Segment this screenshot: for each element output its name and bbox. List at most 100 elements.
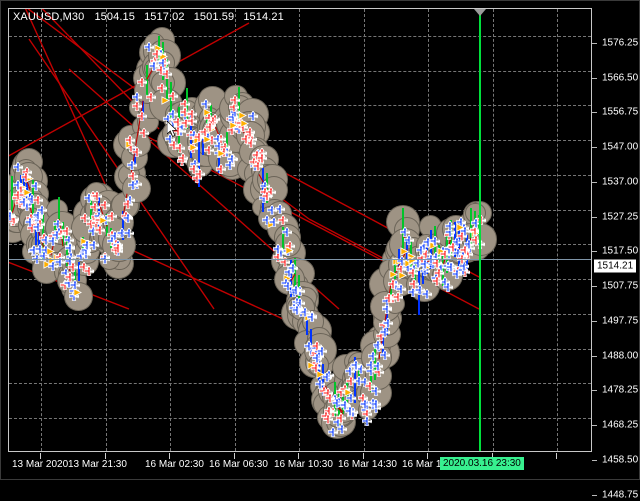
- sell-signal-icon: [215, 161, 227, 175]
- sell-signal-icon: [167, 88, 179, 102]
- buy-signal-icon: [122, 210, 134, 224]
- time-tick: [298, 453, 299, 459]
- buy-signal-icon: [429, 233, 441, 247]
- sell-signal-icon: [447, 239, 459, 253]
- indicator-stick: [398, 249, 400, 269]
- time-tick: [40, 453, 41, 459]
- price-tick: [592, 147, 597, 148]
- sell-signal-icon: [186, 106, 198, 120]
- sell-signal-icon: [124, 132, 137, 146]
- buy-signal-icon: [444, 218, 456, 232]
- neutral-signal-icon: [229, 117, 239, 130]
- buy-signal-icon: [306, 309, 318, 323]
- neutral-signal-icon: [389, 266, 398, 279]
- indicator-stick: [11, 176, 13, 225]
- price-tick: [592, 182, 597, 183]
- neutral-signal-icon: [203, 131, 212, 144]
- time-scale[interactable]: 13 Mar 2020 13 Mar 21:30 16 Mar 02:30 16 Ma…: [8, 453, 592, 477]
- sell-signal-icon: [156, 80, 168, 94]
- indicator-stick: [78, 262, 80, 282]
- time-tick: [492, 453, 493, 459]
- price-label: 1468.25: [602, 419, 639, 431]
- price-tick: [592, 460, 597, 461]
- chart-plot-area[interactable]: XAUUSD,M30 1504.15 1517.02 1501.59 1514.…: [9, 9, 591, 451]
- time-tick: [556, 453, 557, 459]
- sell-signal-icon: [229, 92, 241, 106]
- indicator-stick: [74, 270, 76, 286]
- buy-signal-icon: [290, 282, 302, 296]
- buy-signal-icon: [88, 237, 100, 251]
- neutral-signal-icon: [161, 92, 171, 106]
- current-time-marker-icon: [474, 9, 486, 16]
- symbol-header: XAUUSD,M30 1504.15 1517.02 1501.59 1514.…: [13, 11, 290, 23]
- buy-signal-icon: [268, 214, 280, 228]
- current-time-label: 2020.03.16 23:30: [440, 457, 524, 470]
- price-label: 1497.75: [602, 315, 639, 327]
- buy-signal-icon: [370, 383, 382, 397]
- indicator-stick: [238, 87, 240, 121]
- sell-signal-icon: [98, 197, 111, 211]
- buy-signal-icon: [9, 208, 16, 222]
- price-tick: [592, 286, 597, 287]
- buy-signal-icon: [123, 225, 135, 239]
- grid-line-horizontal: [9, 418, 591, 419]
- buy-signal-icon: [287, 260, 299, 274]
- time-tick: [427, 453, 428, 459]
- neutral-signal-icon: [217, 145, 227, 158]
- sell-signal-icon: [174, 140, 186, 154]
- price-tick: [592, 495, 597, 496]
- buy-signal-icon: [127, 177, 139, 191]
- indicator-stick: [122, 210, 124, 240]
- sell-signal-icon: [138, 125, 150, 139]
- ohlc-low: 1501.59: [193, 11, 235, 23]
- price-label: 1458.50: [602, 454, 639, 466]
- price-tick: [592, 112, 597, 113]
- indicator-stick: [134, 146, 136, 166]
- buy-signal-icon: [266, 202, 278, 216]
- buy-signal-icon: [247, 108, 259, 122]
- indicator-stick: [90, 199, 92, 233]
- buy-signal-icon: [459, 223, 471, 237]
- price-tick: [592, 78, 597, 79]
- time-label: 16 Mar 18: [402, 459, 448, 470]
- sell-signal-icon: [322, 411, 334, 425]
- price-label: 1527.25: [602, 211, 639, 223]
- buy-signal-icon: [442, 279, 454, 293]
- indicator-stick: [422, 265, 424, 285]
- indicator-stick: [382, 322, 384, 355]
- sell-signal-icon: [204, 119, 216, 133]
- sell-signal-icon: [131, 98, 143, 112]
- buy-signal-icon: [224, 157, 236, 171]
- buy-signal-icon: [359, 396, 371, 410]
- sell-signal-icon: [122, 196, 134, 210]
- neutral-signal-icon: [73, 284, 82, 298]
- buy-signal-icon: [395, 281, 407, 295]
- sell-signal-icon: [145, 89, 158, 103]
- indicator-stick: [202, 136, 204, 156]
- indicator-stick: [142, 101, 144, 121]
- neutral-signal-icon: [285, 242, 294, 255]
- time-label: 16 Mar 06:30: [209, 459, 268, 470]
- buy-signal-icon: [32, 219, 44, 233]
- neutral-signal-icon: [408, 252, 417, 265]
- price-tick: [592, 321, 597, 322]
- sell-signal-icon: [161, 66, 173, 80]
- bid-price-line: [9, 259, 591, 260]
- chart-plot-frame[interactable]: XAUUSD,M30 1504.15 1517.02 1501.59 1514.…: [8, 8, 592, 452]
- price-label: 1537.00: [602, 176, 639, 188]
- price-scale[interactable]: 1576.25 1566.50 1556.75 1547.00 1537.00 1527.…: [592, 8, 640, 501]
- sell-signal-icon: [203, 142, 215, 156]
- sell-signal-icon: [407, 265, 419, 279]
- ohlc-close: 1514.21: [243, 11, 284, 23]
- signal-line: [290, 273, 296, 281]
- signal-line: [338, 407, 344, 413]
- indicator-stick: [282, 227, 284, 253]
- time-label: 16 Mar 14:30: [338, 459, 397, 470]
- time-tick: [363, 453, 364, 459]
- neutral-signal-icon: [238, 107, 247, 120]
- indicator-stick: [322, 364, 324, 397]
- buy-signal-icon: [316, 343, 328, 357]
- price-label: 1507.75: [602, 280, 639, 292]
- sell-signal-icon: [277, 212, 289, 226]
- price-label: 1448.75: [602, 489, 639, 501]
